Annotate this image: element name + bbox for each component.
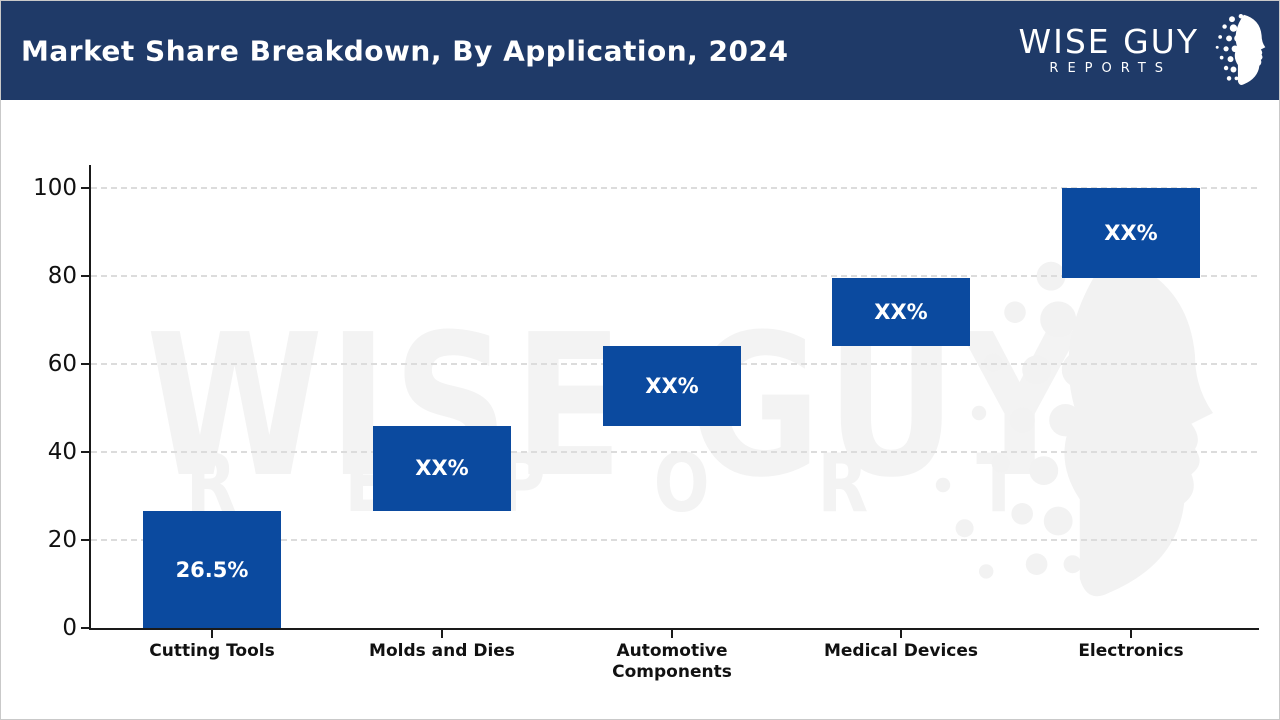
- y-tick-label: 0: [62, 615, 77, 641]
- x-axis-line: [89, 628, 1259, 630]
- logo-wordmark: WISE GUY: [1018, 21, 1199, 61]
- bar-value-label: 26.5%: [175, 557, 249, 582]
- y-tick-label: 40: [47, 439, 77, 465]
- bar-cutting-tools: 26.5%: [143, 511, 281, 628]
- bar-automotive-components: XX%: [603, 346, 741, 426]
- y-tick-label: 100: [33, 175, 77, 201]
- wiseguy-logo: WISE GUY REPORTS: [1018, 10, 1269, 92]
- y-tick-40: [81, 451, 89, 453]
- x-category-label: Electronics: [1078, 641, 1184, 661]
- x-tick-0: [211, 630, 213, 638]
- x-tick-1: [441, 630, 443, 638]
- logo-subtitle: REPORTS: [1049, 61, 1173, 77]
- x-tick-3: [900, 630, 902, 638]
- x-category-label: Cutting Tools: [149, 641, 275, 661]
- x-category-label: Molds and Dies: [369, 641, 515, 661]
- gridline-y-100: [91, 187, 1257, 189]
- x-tick-2: [671, 630, 673, 638]
- x-category-label: Automotive Components: [612, 641, 732, 682]
- y-tick-80: [81, 275, 89, 277]
- bar-value-label: XX%: [874, 300, 928, 325]
- y-axis-line: [89, 165, 91, 630]
- gridline-y-80: [91, 275, 1257, 277]
- logo-text: WISE GUY REPORTS: [1018, 21, 1199, 77]
- gridline-y-20: [91, 539, 1257, 541]
- y-tick-label: 80: [47, 263, 77, 289]
- y-tick-label: 60: [47, 351, 77, 377]
- y-tick-20: [81, 539, 89, 541]
- chart-title: Market Share Breakdown, By Application, …: [21, 34, 789, 67]
- bar-value-label: XX%: [645, 373, 699, 398]
- bar-medical-devices: XX%: [832, 278, 970, 347]
- gridline-y-40: [91, 451, 1257, 453]
- bar-value-label: XX%: [1104, 221, 1158, 246]
- logo-face-icon: [1215, 13, 1266, 85]
- y-tick-60: [81, 363, 89, 365]
- x-category-label: Medical Devices: [823, 641, 978, 661]
- header-bar: Market Share Breakdown, By Application, …: [1, 1, 1279, 100]
- y-tick-label: 20: [47, 527, 77, 553]
- bar-molds-and-dies: XX%: [373, 425, 511, 512]
- x-tick-4: [1130, 630, 1132, 638]
- y-tick-0: [81, 627, 89, 629]
- y-tick-100: [81, 187, 89, 189]
- bar-value-label: XX%: [415, 456, 469, 481]
- bar-electronics: XX%: [1062, 188, 1200, 279]
